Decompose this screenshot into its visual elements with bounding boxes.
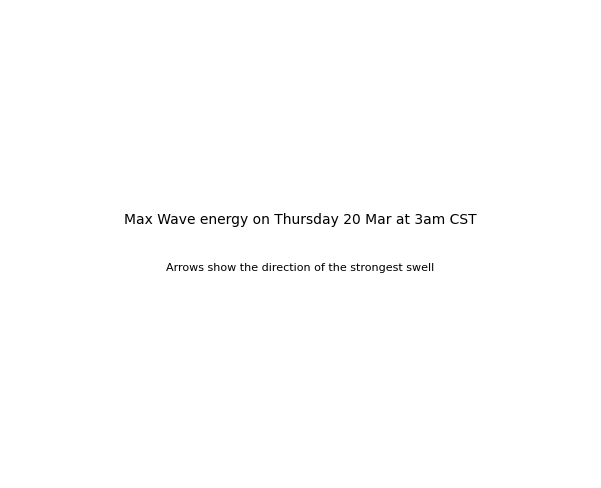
Text: Arrows show the direction of the strongest swell: Arrows show the direction of the stronge… [166, 264, 435, 273]
Text: Max Wave energy on Thursday 20 Mar at 3am CST: Max Wave energy on Thursday 20 Mar at 3a… [124, 213, 477, 226]
